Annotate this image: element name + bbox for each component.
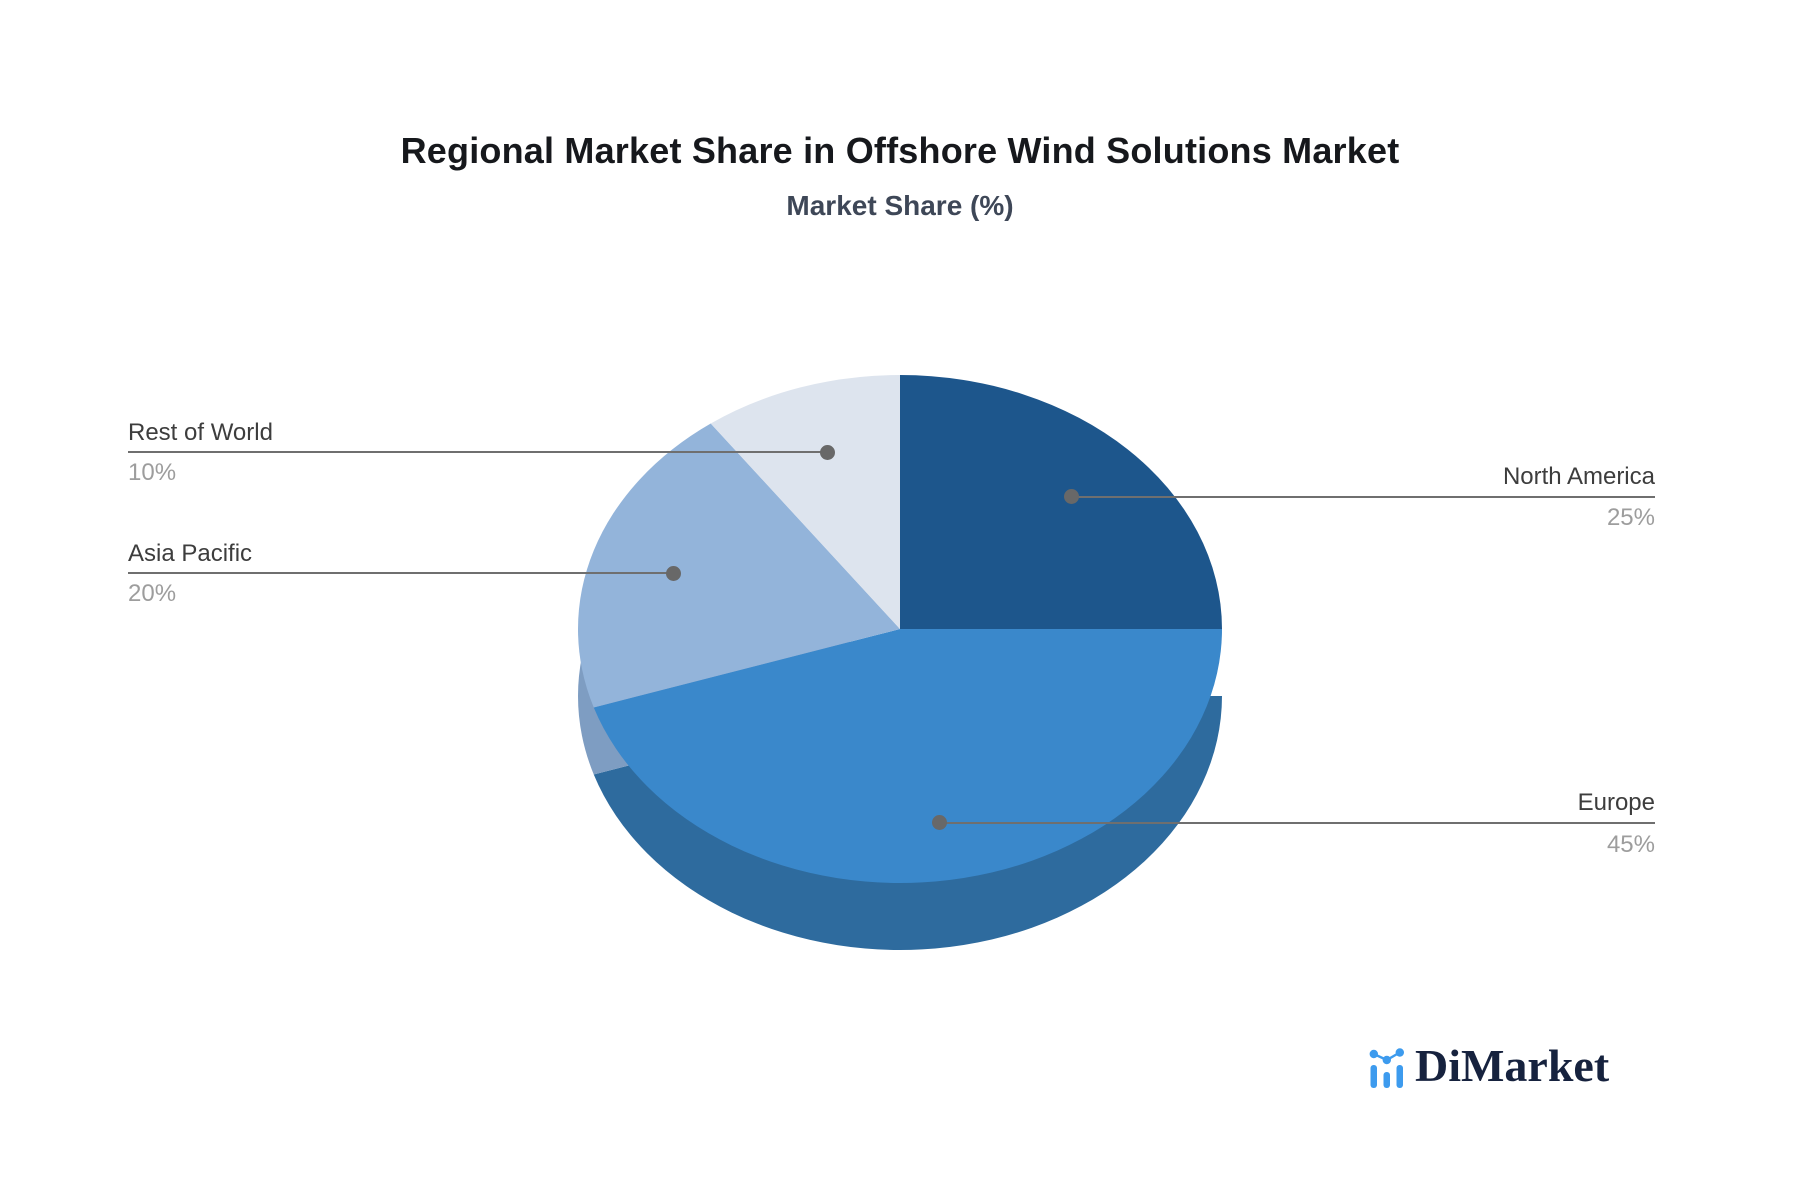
brand-wordmark: DiMarket bbox=[1415, 1040, 1610, 1091]
slice-value-asia-pacific: 20% bbox=[128, 580, 177, 607]
slice-label-asia-pacific: Asia Pacific bbox=[128, 540, 253, 567]
slice-value-europe: 45% bbox=[1606, 831, 1655, 858]
chart-title: Regional Market Share in Offshore Wind S… bbox=[400, 130, 1400, 171]
slice-label-europe: Europe bbox=[1577, 789, 1655, 816]
slice-value-rest-of-world: 10% bbox=[128, 459, 177, 486]
bar-chart-trendline-icon bbox=[1369, 1048, 1404, 1088]
leader-line-north-america bbox=[1071, 496, 1655, 498]
leader-line-asia-pacific bbox=[128, 572, 673, 574]
pie-slice-rest-of-world[interactable] bbox=[710, 375, 900, 629]
leader-dot-rest-of-world bbox=[820, 445, 835, 460]
pie-slice-north-america[interactable] bbox=[900, 375, 1222, 629]
leader-dot-europe bbox=[932, 815, 947, 830]
slice-label-north-america: North America bbox=[1502, 463, 1655, 490]
pie-slice-asia-pacific[interactable] bbox=[577, 423, 900, 708]
brand-logo: DiMarket bbox=[1369, 1040, 1610, 1091]
pie-slice-europe[interactable] bbox=[593, 629, 1222, 883]
leader-line-rest-of-world bbox=[128, 451, 827, 453]
leader-dot-north-america bbox=[1064, 489, 1079, 504]
slice-value-north-america: 25% bbox=[1606, 504, 1655, 531]
leader-line-europe bbox=[939, 822, 1655, 824]
slice-label-rest-of-world: Rest of World bbox=[128, 419, 273, 446]
leader-dot-asia-pacific bbox=[666, 566, 681, 581]
chart-subtitle: Market Share (%) bbox=[786, 190, 1014, 221]
